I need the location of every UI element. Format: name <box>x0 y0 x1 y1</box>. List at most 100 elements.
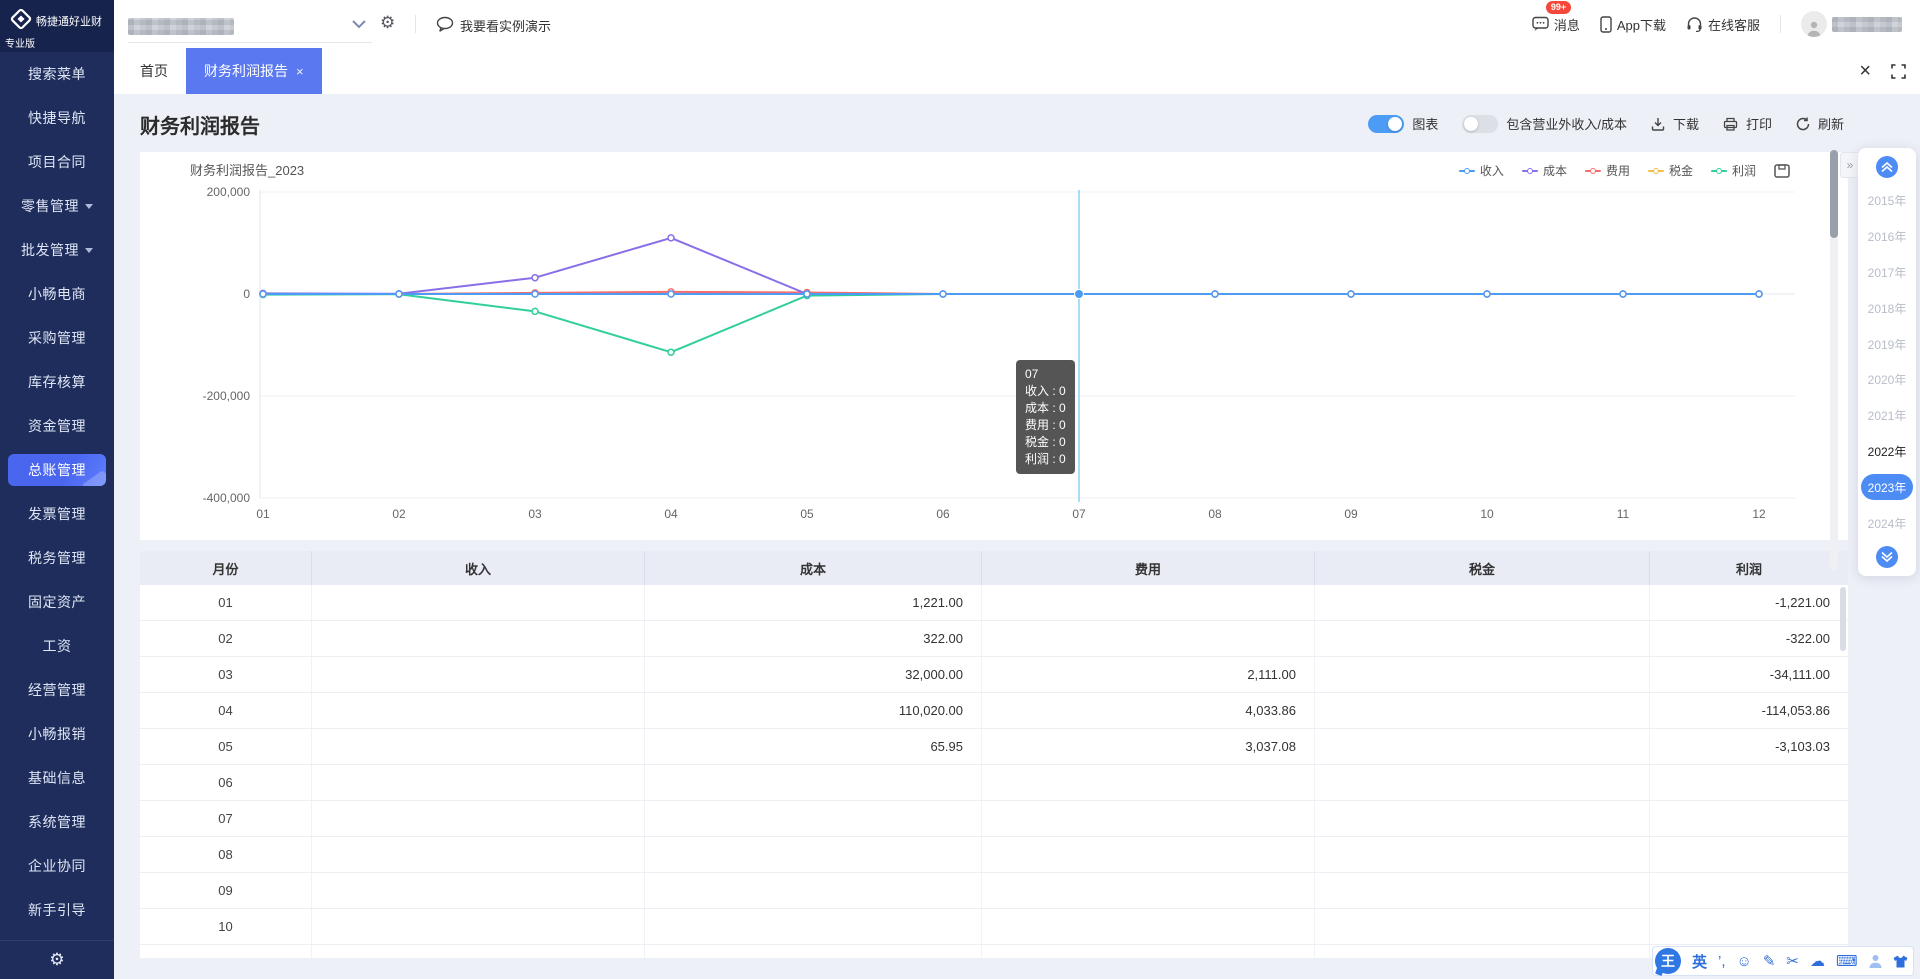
cell-成本: 65.95 <box>645 729 982 764</box>
keyboard-icon[interactable]: ⌨ <box>1836 952 1858 970</box>
app-download-button[interactable]: App下载 <box>1600 15 1666 34</box>
fullscreen-icon[interactable] <box>1891 63 1906 79</box>
sidebar-item-固定资产[interactable]: 固定资产 <box>0 580 114 624</box>
gear-icon[interactable]: ⚙ <box>1919 954 1920 969</box>
years-scroll-up-button[interactable] <box>1876 156 1898 178</box>
sidebar-item-系统管理[interactable]: 系统管理 <box>0 800 114 844</box>
messages-button[interactable]: 99+ 消息 <box>1532 0 1580 34</box>
year-item-2016年[interactable]: 2016年 <box>1867 230 1907 245</box>
sidebar-item-税务管理[interactable]: 税务管理 <box>0 536 114 580</box>
pencil-icon[interactable]: ✎ <box>1762 952 1776 970</box>
year-item-2021年[interactable]: 2021年 <box>1867 409 1907 424</box>
sidebar-item-发票管理[interactable]: 发票管理 <box>0 492 114 536</box>
support-button[interactable]: 在线客服 <box>1686 15 1760 34</box>
sidebar-item-批发管理[interactable]: 批发管理 <box>0 228 114 272</box>
sidebar-item-总账管理[interactable]: 总账管理 <box>8 454 106 486</box>
cell-税金 <box>1315 801 1650 836</box>
sidebar-item-资金管理[interactable]: 资金管理 <box>0 404 114 448</box>
user-menu[interactable] <box>1801 11 1902 37</box>
topbar-gear-icon[interactable]: ⚙ <box>380 13 396 32</box>
cell-月份: 11 <box>140 945 312 958</box>
year-item-2020年[interactable]: 2020年 <box>1867 373 1907 388</box>
sidebar-item-快捷导航[interactable]: 快捷导航 <box>0 96 114 140</box>
cell-利润: -34,111.00 <box>1769 667 1830 682</box>
sidebar-item-项目合同[interactable]: 项目合同 <box>0 140 114 184</box>
year-item-2017年[interactable]: 2017年 <box>1867 265 1907 280</box>
year-item-2022年[interactable]: 2022年 <box>1867 445 1907 459</box>
tab-财务利润报告[interactable]: 财务利润报告 × <box>186 48 322 94</box>
chevron-down-icon[interactable] <box>352 20 366 29</box>
svg-text:08: 08 <box>1208 507 1222 521</box>
legend-item-利润[interactable]: 利润 <box>1710 162 1756 179</box>
year-panel-collapse-button[interactable]: » <box>1840 152 1860 178</box>
shirt-icon[interactable] <box>1893 955 1908 968</box>
tabbar-right: × <box>1859 48 1906 94</box>
phone-icon <box>1600 15 1612 33</box>
include-toggle-label: 包含营业外收入/成本 <box>1506 117 1627 132</box>
cloud-icon[interactable]: ☁ <box>1810 952 1825 970</box>
svg-text:05: 05 <box>800 507 814 521</box>
sidebar-item-小畅报销[interactable]: 小畅报销 <box>0 712 114 756</box>
year-item-2015年[interactable]: 2015年 <box>1867 194 1907 209</box>
sidebar-item-基础信息[interactable]: 基础信息 <box>0 756 114 800</box>
include-nonoperating-toggle[interactable]: 包含营业外收入/成本 <box>1462 114 1627 133</box>
page-scrollbar-track[interactable] <box>1830 150 1838 570</box>
demo-bubble-icon[interactable] <box>436 16 454 32</box>
tab-close-icon[interactable]: × <box>296 63 304 79</box>
svg-text:02: 02 <box>392 507 406 521</box>
years-scroll-down-button[interactable] <box>1876 546 1898 568</box>
print-button[interactable]: 打印 <box>1723 114 1772 133</box>
smiley-icon[interactable]: ☺ <box>1736 952 1752 970</box>
cell-利润: -322.00 <box>1785 631 1830 646</box>
chart-toggle[interactable]: 图表 <box>1368 114 1438 133</box>
sidebar-item-工资[interactable]: 工资 <box>0 624 114 668</box>
sidebar-settings-gear-icon[interactable]: ⚙ <box>0 940 114 979</box>
legend-item-税金[interactable]: 税金 <box>1647 162 1693 179</box>
cell-税金 <box>1315 585 1650 620</box>
refresh-button[interactable]: 刷新 <box>1796 114 1844 133</box>
legend-item-费用[interactable]: 费用 <box>1584 162 1630 179</box>
punctuation-icon[interactable]: ’, <box>1718 952 1726 970</box>
person-icon <box>1807 21 1821 37</box>
legend-label: 成本 <box>1542 164 1567 178</box>
tab-label: 首页 <box>140 63 168 79</box>
report-controls: 图表 包含营业外收入/成本 下载 打印 <box>1368 114 1844 133</box>
include-toggle-switch[interactable] <box>1462 114 1499 133</box>
sidebar-item-企业协同[interactable]: 企业协同 <box>0 844 114 888</box>
scissors-icon[interactable]: ✂ <box>1786 952 1799 970</box>
sidebar-item-零售管理[interactable]: 零售管理 <box>0 184 114 228</box>
sidebar-item-小畅电商[interactable]: 小畅电商 <box>0 272 114 316</box>
person-icon[interactable] <box>1869 954 1882 968</box>
chart-toggle-switch[interactable] <box>1368 114 1405 133</box>
legend-item-成本[interactable]: 成本 <box>1521 162 1567 179</box>
save-chart-icon[interactable] <box>1774 163 1790 178</box>
year-item-2019年[interactable]: 2019年 <box>1867 337 1907 352</box>
tab-首页[interactable]: 首页 <box>122 48 186 94</box>
cell-税金 <box>1315 621 1650 656</box>
year-item-2018年[interactable]: 2018年 <box>1867 301 1907 316</box>
sidebar-item-经营管理[interactable]: 经营管理 <box>0 668 114 712</box>
year-item-2024年[interactable]: 2024年 <box>1867 516 1907 531</box>
cell-成本: 1,221.00 <box>645 585 982 620</box>
column-header-成本: 成本 <box>645 551 982 585</box>
sidebar-item-库存核算[interactable]: 库存核算 <box>0 360 114 404</box>
ime-badge[interactable]: 王 <box>1655 948 1681 974</box>
year-panel: 2015年 2016年 2017年 2018年 2019年 2020年 2021年 2022年… <box>1858 148 1916 576</box>
company-selector-redacted[interactable] <box>128 18 234 35</box>
ime-language-mode[interactable]: 英 <box>1692 953 1708 971</box>
close-all-tabs-icon[interactable]: × <box>1859 60 1871 82</box>
tooltip-row: 成本 : 0 <box>1025 401 1066 415</box>
download-button[interactable]: 下载 <box>1651 114 1699 133</box>
table-scrollbar-thumb[interactable] <box>1840 587 1846 651</box>
cell-月份: 09 <box>140 873 312 908</box>
sidebar-item-label: 系统管理 <box>28 814 86 830</box>
sidebar-item-新手引导[interactable]: 新手引导 <box>0 888 114 932</box>
legend-item-收入[interactable]: 收入 <box>1458 162 1504 179</box>
page-scrollbar-thumb[interactable] <box>1830 150 1838 238</box>
demo-link[interactable]: 我要看实例演示 <box>460 19 552 34</box>
sidebar-item-搜索菜单[interactable]: 搜索菜单 <box>0 52 114 96</box>
sidebar-item-采购管理[interactable]: 采购管理 <box>0 316 114 360</box>
sidebar-item-label: 批发管理 <box>21 242 79 258</box>
year-item-2023年[interactable]: 2023年 <box>1861 474 1913 501</box>
